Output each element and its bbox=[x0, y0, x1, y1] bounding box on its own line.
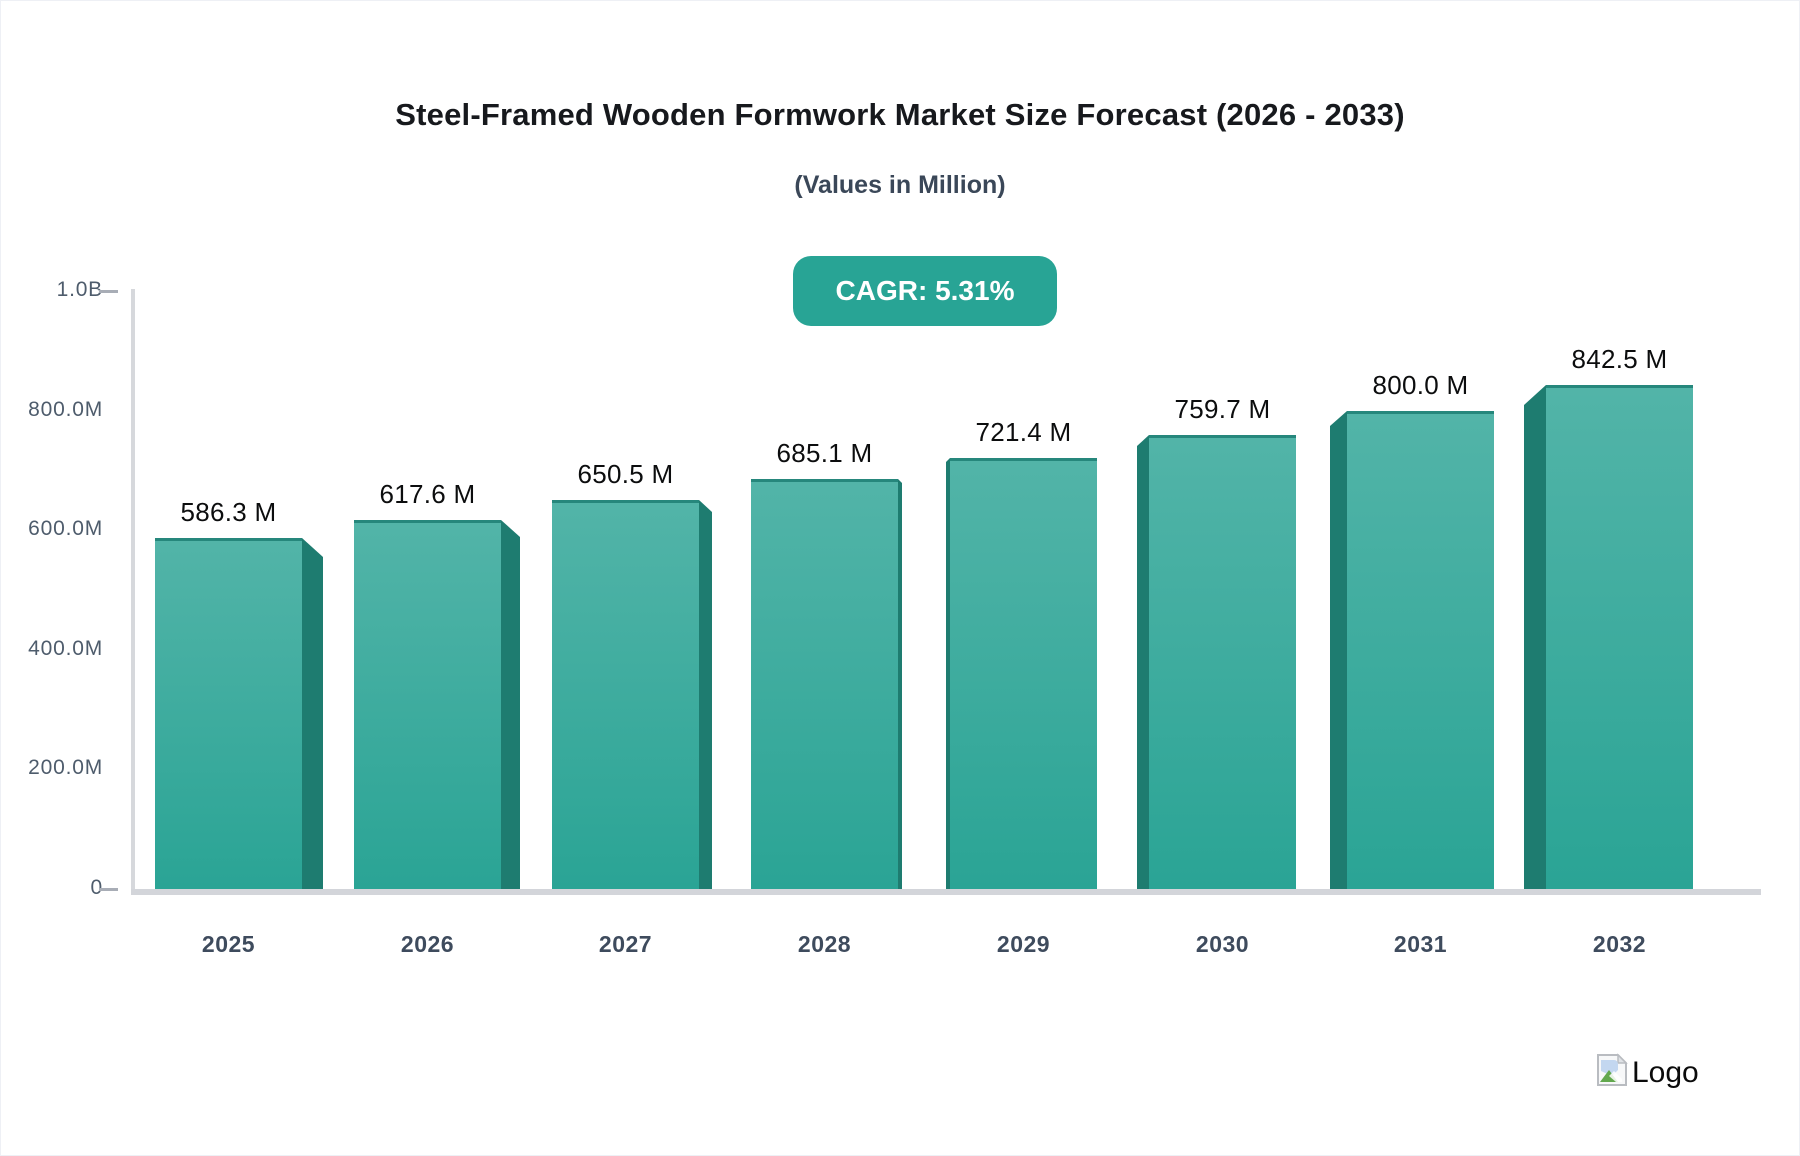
logo: Logo bbox=[1594, 1051, 1699, 1089]
y-axis-tick-label: 1.0B bbox=[56, 278, 103, 301]
chart-subtitle: (Values in Million) bbox=[794, 171, 1006, 199]
cagr-badge-label: CAGR: 5.31% bbox=[835, 275, 1015, 306]
x-axis-category-label: 2025 bbox=[201, 931, 256, 957]
x-axis-category-label: 2028 bbox=[797, 931, 852, 957]
x-axis-category-label: 2030 bbox=[1195, 931, 1250, 957]
bar-value-label: 685.1 M bbox=[776, 438, 873, 468]
bar-3d-side bbox=[302, 538, 323, 889]
bar-3d-side bbox=[501, 520, 520, 889]
bar-value-label: 842.5 M bbox=[1571, 344, 1668, 374]
y-axis-tick-label: 800.0M bbox=[28, 397, 103, 421]
cagr-badge: CAGR: 5.31% bbox=[793, 256, 1057, 326]
y-axis-tick-mark bbox=[99, 888, 118, 891]
bar-value-label: 721.4 M bbox=[975, 417, 1072, 447]
bar-3d-side bbox=[946, 458, 950, 889]
x-axis-baseline bbox=[131, 889, 1761, 895]
y-axis-tick-mark bbox=[99, 290, 118, 293]
logo-alt-text: Logo bbox=[1632, 1056, 1699, 1089]
bar-2031 bbox=[1347, 411, 1494, 889]
x-axis-category-label: 2026 bbox=[400, 931, 455, 957]
y-axis-line bbox=[131, 289, 135, 889]
bar-2025 bbox=[155, 538, 302, 889]
bar-value-label: 617.6 M bbox=[379, 479, 476, 509]
x-axis-category-label: 2027 bbox=[598, 931, 653, 957]
bar-2027 bbox=[552, 500, 699, 889]
bar-3d-side bbox=[1137, 435, 1149, 889]
bar-value-label: 759.7 M bbox=[1174, 394, 1271, 424]
bar-value-label: 650.5 M bbox=[577, 459, 674, 489]
broken-image-icon bbox=[1594, 1051, 1630, 1089]
bar-2028 bbox=[751, 479, 898, 889]
bar-3d-side bbox=[1524, 385, 1546, 889]
bar-3d-side bbox=[699, 500, 712, 889]
bar-2032 bbox=[1546, 385, 1693, 889]
y-axis-tick-label: 200.0M bbox=[28, 756, 103, 780]
x-axis-category-label: 2032 bbox=[1592, 931, 1647, 957]
bar-value-label: 586.3 M bbox=[180, 497, 277, 527]
y-axis-tick-label: 600.0M bbox=[28, 517, 103, 541]
bar-value-label: 800.0 M bbox=[1372, 370, 1469, 400]
chart-title: Steel-Framed Wooden Formwork Market Size… bbox=[395, 97, 1405, 132]
y-axis-tick-label: 400.0M bbox=[28, 636, 103, 660]
bar-2026 bbox=[354, 520, 501, 889]
bar-2030 bbox=[1149, 435, 1296, 889]
bar-3d-side bbox=[1330, 411, 1347, 889]
y-axis-tick-label: 0 bbox=[90, 876, 103, 899]
x-axis-category-label: 2029 bbox=[996, 931, 1051, 957]
bar-2029 bbox=[950, 458, 1097, 889]
x-axis-category-label: 2031 bbox=[1393, 931, 1448, 957]
bar-3d-side bbox=[898, 479, 902, 889]
